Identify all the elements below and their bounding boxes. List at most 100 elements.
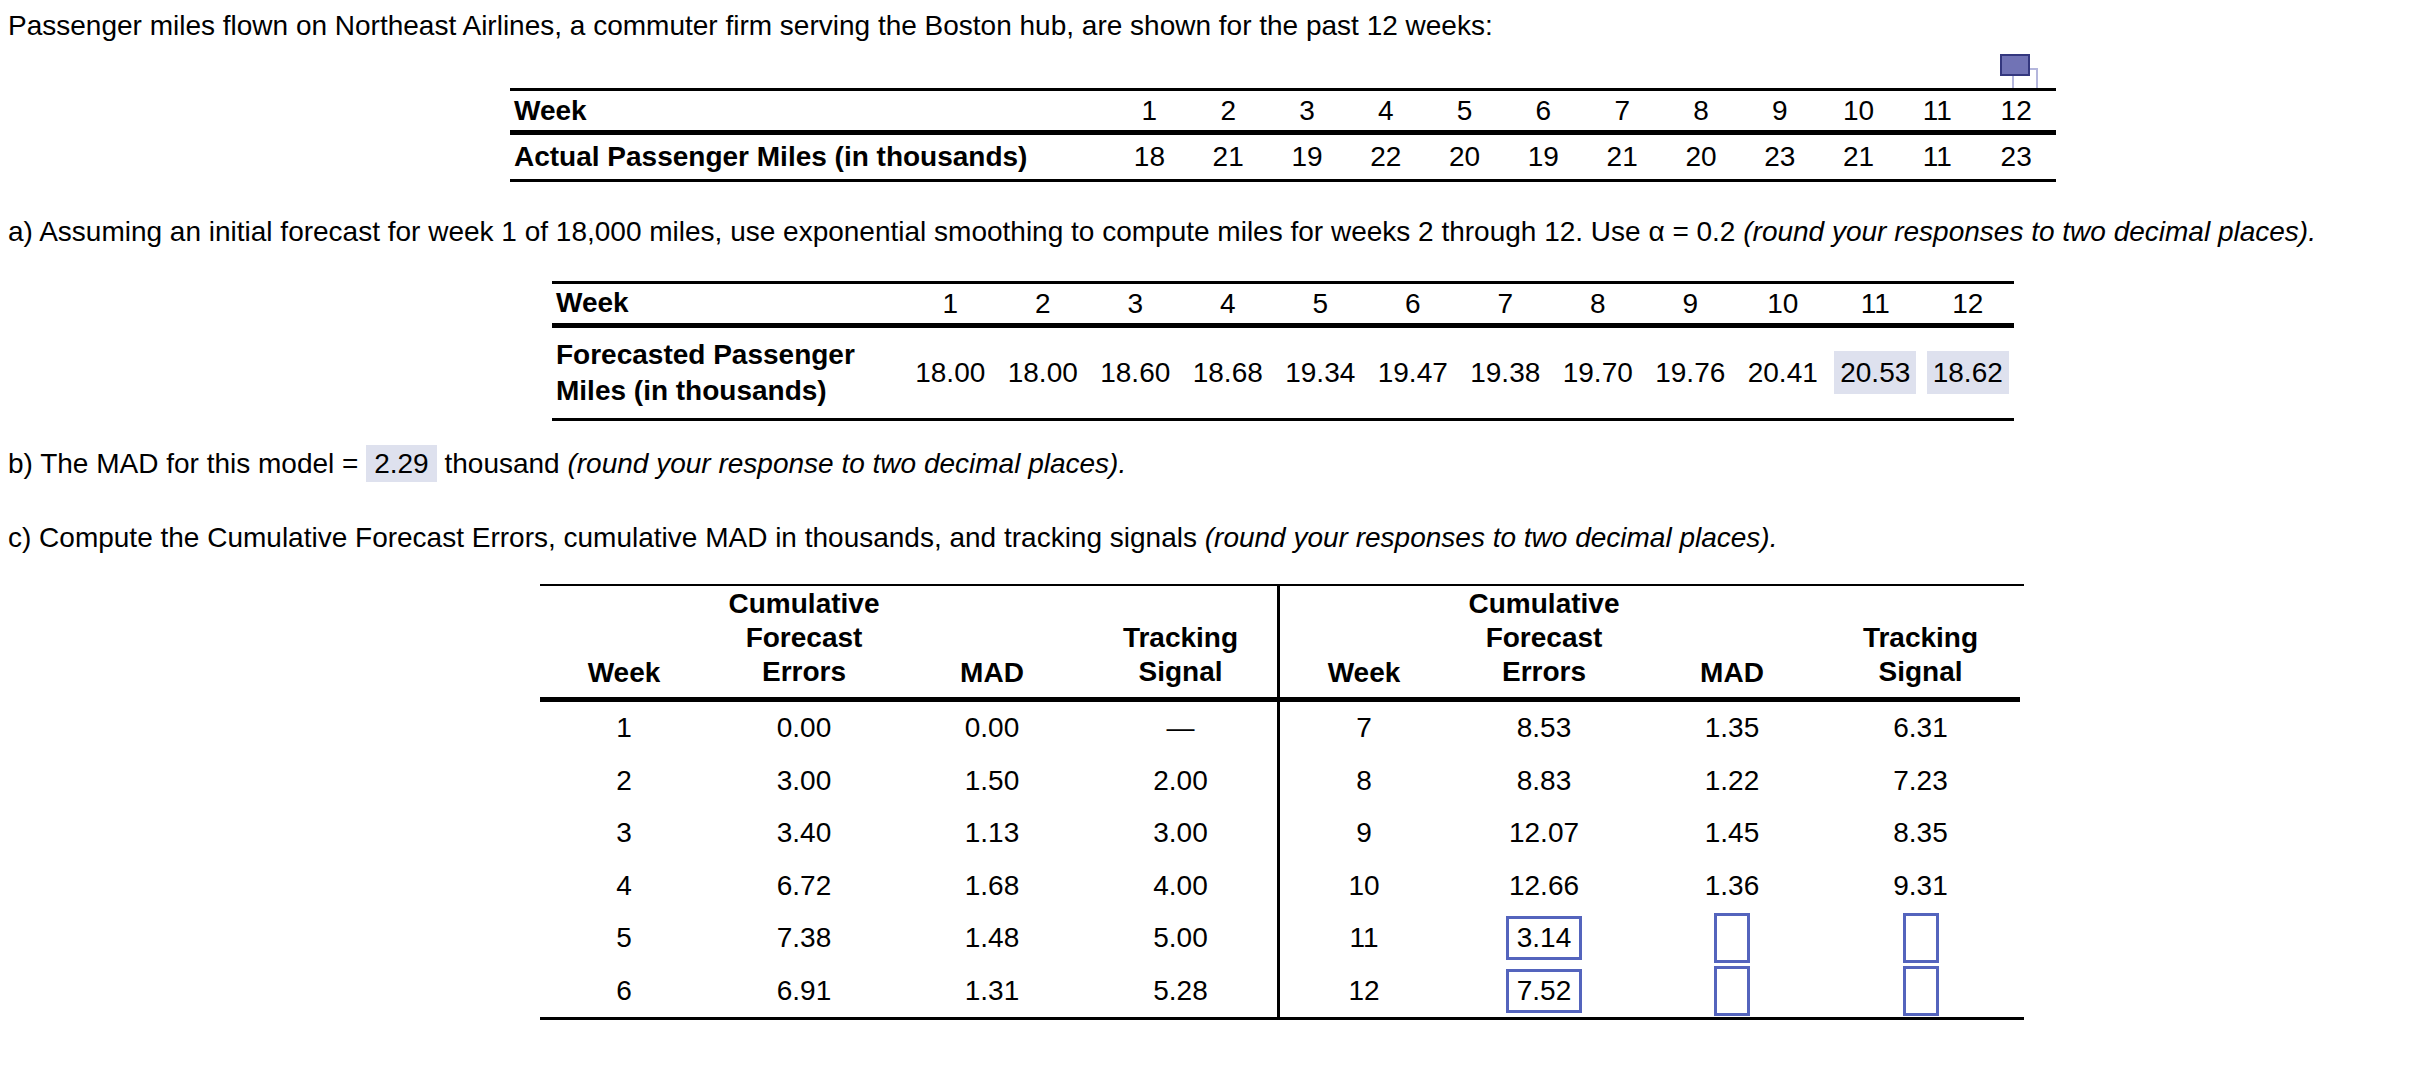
mad-answer-input[interactable]: 2.29 bbox=[366, 445, 437, 482]
actual-table-values-row: Actual Passenger Miles (in thousands) 18… bbox=[510, 135, 2056, 179]
week-cell: 2 bbox=[540, 765, 708, 797]
forecast-label-line1: Forecasted Passenger bbox=[556, 337, 904, 373]
cfe-cell: 8.83 bbox=[1448, 764, 1640, 798]
ts-header-line2: Signal bbox=[1084, 655, 1277, 689]
cfe-column-header: Cumulative Forecast Errors bbox=[708, 587, 900, 689]
cfe-column-header: Cumulative Forecast Errors bbox=[1448, 587, 1640, 689]
forecast-value: 18.00 bbox=[997, 357, 1090, 389]
ts-cell: 4.00 bbox=[1084, 869, 1277, 903]
week-row-label: Week bbox=[510, 95, 1110, 127]
week-header: 1 bbox=[904, 288, 997, 320]
table-row-week10: 10 12.66 1.36 9.31 bbox=[1280, 860, 2020, 913]
week-column-header: Week bbox=[540, 657, 708, 689]
mad-cell: 1.36 bbox=[1640, 870, 1824, 902]
forecast-value: 18.00 bbox=[904, 357, 997, 389]
forecast-value: 18.60 bbox=[1089, 357, 1182, 389]
ts-cell: 8.35 bbox=[1824, 816, 2017, 850]
cfe-header-line3: Errors bbox=[1448, 655, 1640, 689]
tracking-table-right-half: Week Cumulative Forecast Errors MAD Trac… bbox=[1280, 586, 2020, 1017]
week-cell: 9 bbox=[1280, 817, 1448, 849]
part-c-text: c) Compute the Cumulative Forecast Error… bbox=[8, 522, 1777, 554]
mad-cell: 1.45 bbox=[1640, 817, 1824, 849]
table-row-week8: 8 8.83 1.22 7.23 bbox=[1280, 755, 2020, 808]
table-row-week12: 12 7.52 bbox=[1280, 965, 2020, 1018]
ts-column-header: Tracking Signal bbox=[1824, 621, 2017, 689]
week-cell: 5 bbox=[540, 922, 708, 954]
week-cell: 10 bbox=[1280, 870, 1448, 902]
table-row-week9: 9 12.07 1.45 8.35 bbox=[1280, 807, 2020, 860]
cfe-header-line1: Cumulative bbox=[708, 587, 900, 621]
ts-input-week12[interactable] bbox=[1903, 966, 1939, 1016]
part-b-prefix: b) The MAD for this model = bbox=[8, 448, 366, 479]
week-cell: 6 bbox=[540, 975, 708, 1007]
forecast-input-week11[interactable]: 20.53 bbox=[1834, 351, 1916, 394]
week-header: 12 bbox=[1977, 95, 2056, 127]
week-header: 10 bbox=[1819, 95, 1898, 127]
forecast-miles-table: Week 1 2 3 4 5 6 7 8 9 10 11 12 Forecast… bbox=[552, 281, 2014, 421]
actual-value: 21 bbox=[1189, 141, 1268, 173]
cfe-header-line2: Forecast bbox=[708, 621, 900, 655]
mad-cell: 1.50 bbox=[900, 765, 1084, 797]
mad-column-header: MAD bbox=[1640, 657, 1824, 689]
week-header: 3 bbox=[1089, 288, 1182, 320]
week-header: 8 bbox=[1662, 95, 1741, 127]
week-column-header: Week bbox=[1280, 657, 1448, 689]
forecast-label-line2: Miles (in thousands) bbox=[556, 373, 904, 409]
mad-cell bbox=[1640, 966, 1824, 1016]
mad-cell: 1.48 bbox=[900, 922, 1084, 954]
cfe-header-line3: Errors bbox=[708, 655, 900, 689]
forecast-miles-label: Forecasted Passenger Miles (in thousands… bbox=[552, 337, 904, 410]
forecast-value: 19.76 bbox=[1644, 357, 1737, 389]
ts-input-week11[interactable] bbox=[1903, 913, 1939, 963]
ts-column-header: Tracking Signal bbox=[1084, 621, 1277, 689]
cfe-cell: 3.14 bbox=[1448, 916, 1640, 960]
mad-input-week12[interactable] bbox=[1714, 966, 1750, 1016]
week-header: 6 bbox=[1504, 95, 1583, 127]
actual-value: 21 bbox=[1819, 141, 1898, 173]
mad-cell bbox=[1640, 913, 1824, 963]
ts-cell: 6.31 bbox=[1824, 711, 2017, 745]
week-header: 10 bbox=[1737, 288, 1830, 320]
week-header: 5 bbox=[1274, 288, 1367, 320]
forecast-table-values-row: Forecasted Passenger Miles (in thousands… bbox=[552, 328, 2014, 418]
mad-input-week11[interactable] bbox=[1714, 913, 1750, 963]
actual-value: 11 bbox=[1898, 141, 1977, 173]
forecast-input-week12[interactable]: 18.62 bbox=[1927, 351, 2009, 394]
week-header: 6 bbox=[1367, 288, 1460, 320]
week-cell: 3 bbox=[540, 817, 708, 849]
cfe-cell: 7.52 bbox=[1448, 969, 1640, 1013]
cfe-input-week11[interactable]: 3.14 bbox=[1506, 916, 1582, 960]
tracking-table-left-half: Week Cumulative Forecast Errors MAD Trac… bbox=[540, 586, 1280, 1017]
cfe-input-week12[interactable]: 7.52 bbox=[1506, 969, 1582, 1013]
week-header: 4 bbox=[1346, 95, 1425, 127]
table-row-week5: 5 7.38 1.48 5.00 bbox=[540, 912, 1277, 965]
ts-cell: 9.31 bbox=[1824, 869, 2017, 903]
ts-cell bbox=[1824, 966, 2017, 1016]
week-header: 9 bbox=[1740, 95, 1819, 127]
week-header: 11 bbox=[1898, 95, 1977, 127]
actual-miles-table: Week 1 2 3 4 5 6 7 8 9 10 11 12 Actual P… bbox=[510, 88, 2056, 182]
week-header: 7 bbox=[1459, 288, 1552, 320]
actual-value: 19 bbox=[1268, 141, 1347, 173]
week-header: 11 bbox=[1829, 288, 1922, 320]
table-row-week2: 2 3.00 1.50 2.00 bbox=[540, 755, 1277, 808]
mad-cell: 1.22 bbox=[1640, 765, 1824, 797]
part-a-main: a) Assuming an initial forecast for week… bbox=[8, 216, 1743, 247]
ts-cell: 7.23 bbox=[1824, 764, 2017, 798]
ts-cell: 2.00 bbox=[1084, 764, 1277, 798]
part-a-italic-note: (round your responses to two decimal pla… bbox=[1743, 216, 2316, 247]
week-header: 2 bbox=[1189, 95, 1268, 127]
cfe-cell: 7.38 bbox=[708, 921, 900, 955]
forecast-value: 19.38 bbox=[1459, 357, 1552, 389]
cfe-header-line2: Forecast bbox=[1448, 621, 1640, 655]
actual-value: 23 bbox=[1740, 141, 1819, 173]
ts-cell: 5.28 bbox=[1084, 974, 1277, 1008]
forecast-table-week-row: Week 1 2 3 4 5 6 7 8 9 10 11 12 bbox=[552, 284, 2014, 328]
mad-cell: 1.31 bbox=[900, 975, 1084, 1007]
forecast-value: 19.34 bbox=[1274, 357, 1367, 389]
ts-cell bbox=[1824, 913, 2017, 963]
forecast-value: 20.41 bbox=[1737, 357, 1830, 389]
actual-value: 20 bbox=[1662, 141, 1741, 173]
week-row-label: Week bbox=[552, 285, 904, 321]
cfe-cell: 6.72 bbox=[708, 869, 900, 903]
